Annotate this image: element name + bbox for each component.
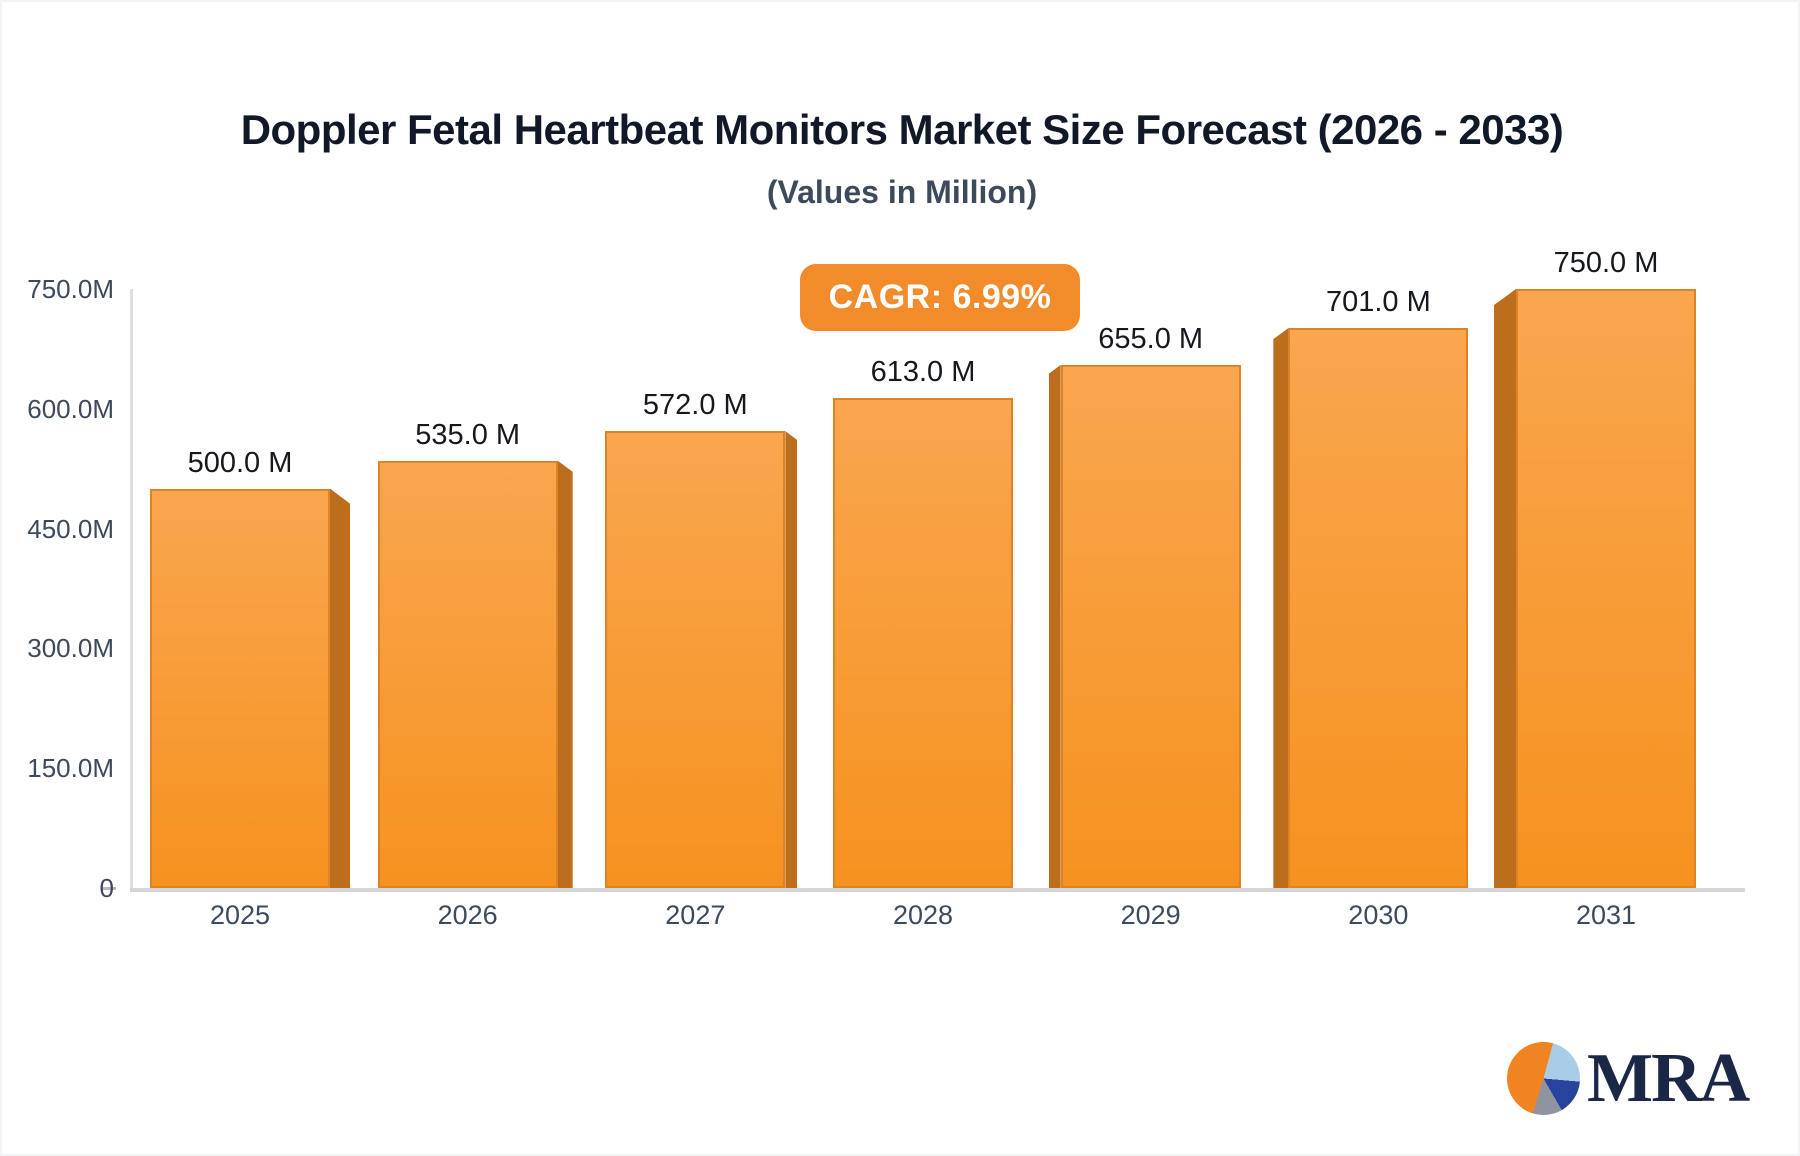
bar-value-label: 572.0 M	[642, 389, 748, 422]
y-axis-line	[130, 289, 133, 890]
bar-value-label: 750.0 M	[1553, 247, 1659, 279]
bar-3d-side-2027	[785, 431, 798, 888]
x-axis-tick-label: 2030	[1348, 900, 1409, 930]
bar-3d-side-2026	[557, 460, 573, 888]
bar-2030[interactable]	[1288, 328, 1469, 888]
page-title: Doppler Fetal Heartbeat Monitors Market …	[240, 106, 1564, 153]
chart-subtitle: (Values in Million)	[766, 174, 1038, 210]
zero-tick-mark	[102, 887, 116, 890]
mra-logo: MRA	[1507, 1040, 1750, 1117]
mra-logo-text: MRA	[1587, 1040, 1750, 1117]
bar-2028[interactable]	[833, 398, 1013, 888]
y-axis-tick-label: 450.0M	[27, 513, 114, 544]
y-axis-tick-label: 300.0M	[27, 633, 114, 664]
bar-2026[interactable]	[377, 460, 558, 888]
bar-2025[interactable]	[150, 488, 330, 888]
bar-3d-side-2030	[1273, 328, 1289, 888]
y-axis-tick-label: 600.0M	[27, 393, 114, 424]
bar-value-label: 655.0 M	[1098, 322, 1204, 355]
bar-value-label: 535.0 M	[415, 418, 521, 451]
bar-value-label: 500.0 M	[187, 446, 293, 479]
x-axis-tick-label: 2026	[437, 900, 498, 930]
x-axis-tick-label: 2025	[209, 900, 271, 930]
y-axis-tick-label: 150.0M	[27, 753, 114, 784]
bar-2031[interactable]	[1516, 289, 1697, 888]
x-axis-line	[130, 888, 1745, 892]
x-axis-tick-label: 2027	[665, 900, 726, 930]
y-axis-tick-label: 0	[99, 873, 114, 903]
pie-chart-icon	[1507, 1042, 1580, 1115]
x-axis-tick-label: 2031	[1575, 900, 1637, 930]
bar-value-label: 701.0 M	[1325, 286, 1431, 319]
cagr-badge: CAGR: 6.99%	[800, 264, 1080, 331]
bar-value-label: 613.0 M	[870, 356, 976, 389]
y-axis-tick-label: 750.0M	[27, 274, 114, 304]
x-axis-tick-label: 2029	[1120, 900, 1181, 930]
bar-3d-side-2025	[330, 488, 350, 888]
bar-3d-side-2031	[1494, 289, 1517, 888]
cagr-badge-label: CAGR: 6.99%	[828, 278, 1052, 316]
bar-3d-side-2029	[1048, 364, 1061, 888]
bar-2029[interactable]	[1060, 364, 1241, 888]
bar-2027[interactable]	[605, 431, 786, 888]
x-axis-tick-label: 2028	[892, 900, 954, 930]
